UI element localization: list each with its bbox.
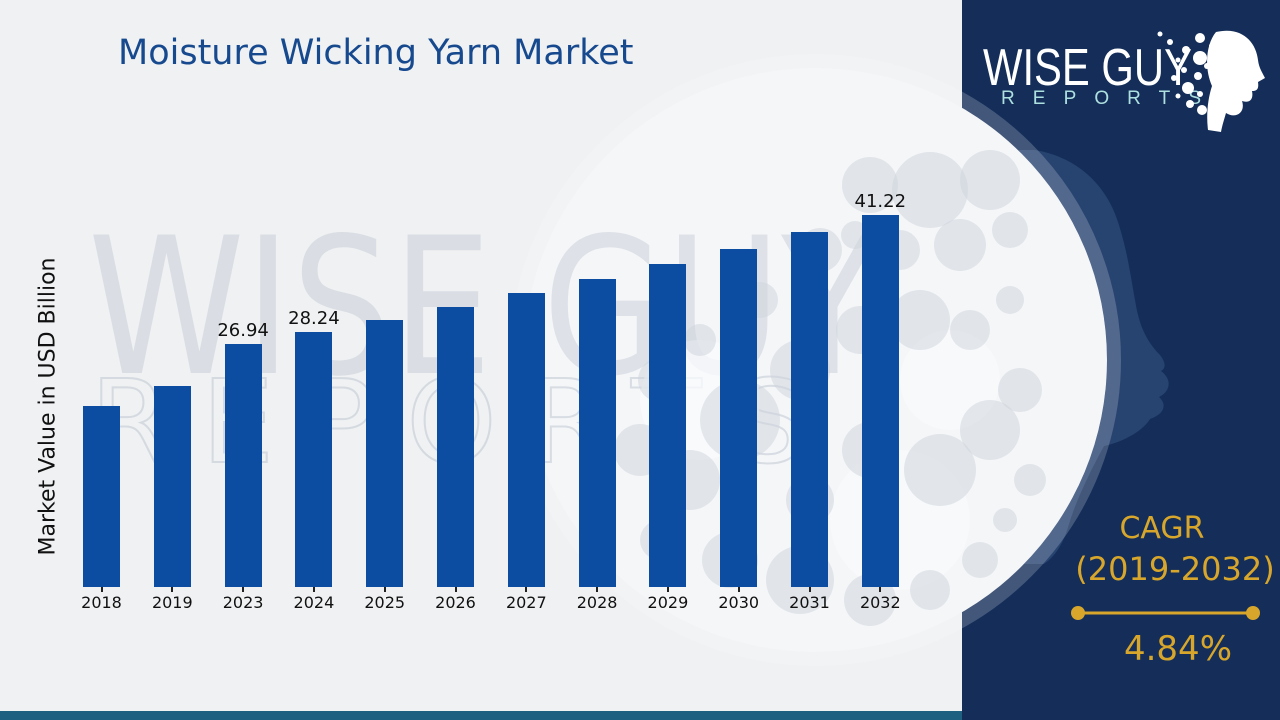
- bar-2018: [83, 405, 120, 587]
- x-axis-tick: [100, 587, 103, 592]
- x-tick-label-2031: 2031: [789, 593, 830, 612]
- x-tick-label-2024: 2024: [293, 593, 335, 612]
- y-axis-label: Market Value in USD Billion: [35, 257, 61, 556]
- x-axis-tick: [596, 587, 599, 592]
- bar-2027: [507, 293, 545, 587]
- x-axis-tick: [666, 587, 669, 592]
- x-axis-tick: [312, 587, 315, 592]
- x-tick-label-2029: 2029: [647, 593, 689, 612]
- x-axis-tick: [454, 587, 457, 592]
- bar-2029: [649, 264, 687, 587]
- x-axis-tick: [737, 587, 740, 592]
- x-axis-tick: [879, 587, 882, 592]
- cagr-value: 4.84%: [1124, 629, 1232, 669]
- x-tick-label-2019: 2019: [151, 593, 193, 612]
- cagr-block: CAGR (2019-2032) 4.84%: [1071, 511, 1275, 669]
- x-tick-label-2032: 2032: [859, 593, 901, 612]
- bar-value-label-2032: 41.22: [854, 191, 907, 212]
- x-tick-label-2026: 2026: [435, 593, 476, 612]
- cagr-heading: CAGR: [1119, 511, 1204, 546]
- cagr-range: (2019-2032): [1075, 550, 1274, 588]
- x-tick-label-2030: 2030: [718, 593, 760, 612]
- x-tick-label-2028: 2028: [576, 593, 618, 612]
- x-tick-label-2027: 2027: [505, 593, 547, 612]
- x-axis-tick: [171, 587, 174, 592]
- bar-2031: [791, 232, 828, 587]
- bar-2019: [153, 385, 191, 587]
- x-axis-tick: [383, 587, 386, 592]
- logo-wordmark: WISE GUY: [983, 39, 1192, 97]
- x-axis-tick: [242, 587, 245, 592]
- x-tick-label-2025: 2025: [364, 593, 406, 612]
- bar-2024: [295, 332, 333, 587]
- logo-face-icon: [1157, 30, 1265, 132]
- bar-2032: [861, 215, 899, 587]
- divider-right-dot: [1246, 606, 1260, 620]
- bar-value-label-2024: 28.24: [288, 308, 340, 330]
- bar-2025: [366, 319, 404, 587]
- bar-2028: [578, 279, 616, 587]
- bottom-accent-strip: [0, 711, 1280, 720]
- x-axis-tick: [808, 587, 811, 592]
- x-tick-label-2018: 2018: [81, 593, 122, 612]
- divider-left-dot: [1071, 606, 1085, 620]
- bar-2026: [437, 306, 474, 587]
- bar-2030: [720, 248, 758, 587]
- x-tick-label-2023: 2023: [222, 593, 264, 612]
- bar-2023: [224, 343, 262, 587]
- x-axis-tick: [525, 587, 528, 592]
- bar-value-label-2023: 26.94: [217, 319, 269, 341]
- chart-title: Moisture Wicking Yarn Market: [118, 33, 634, 73]
